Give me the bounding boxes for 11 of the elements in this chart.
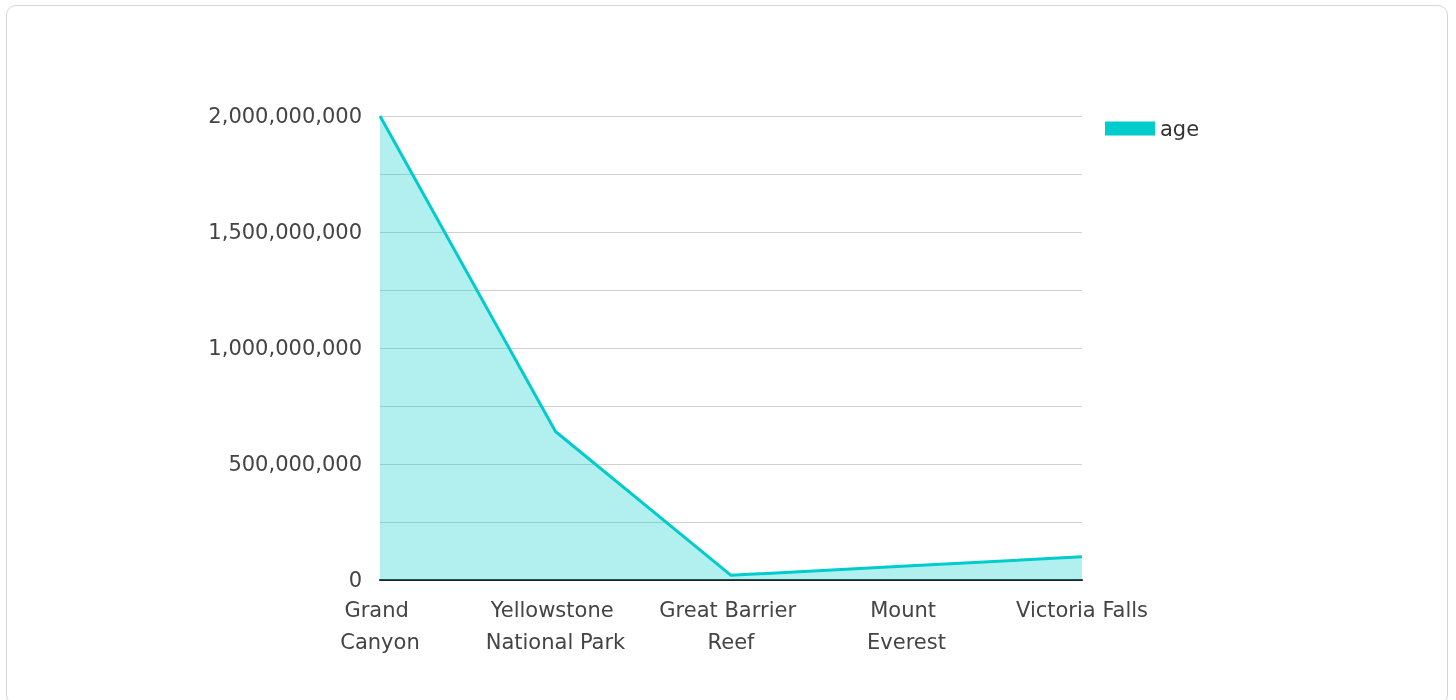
y-tick-label: 500,000,000 <box>228 452 362 476</box>
y-tick-label: 2,000,000,000 <box>208 104 362 128</box>
x-tick-label: Grand Canyon <box>340 598 420 654</box>
x-tick-label: Mount Everest <box>867 598 946 654</box>
legend-label: age <box>1160 116 1200 141</box>
x-tick-label: Victoria Falls <box>1015 598 1149 622</box>
y-tick-label: 1,500,000,000 <box>208 220 362 244</box>
x-tick-label: Great Barrier Reef <box>659 598 803 654</box>
y-tick-label: 1,000,000,000 <box>208 336 362 360</box>
y-tick-label: 0 <box>348 568 362 592</box>
x-tick-label: Yellowstone National Park <box>485 598 627 654</box>
